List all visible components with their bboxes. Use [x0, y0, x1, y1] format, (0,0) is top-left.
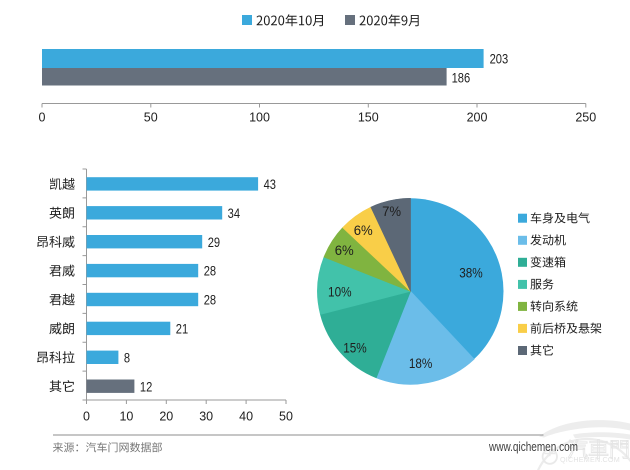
svg-text:150: 150	[358, 111, 379, 125]
svg-text:50: 50	[144, 111, 158, 125]
svg-text:28: 28	[204, 292, 217, 308]
svg-text:7%: 7%	[382, 203, 401, 219]
svg-text:200: 200	[467, 111, 488, 125]
svg-text:www.qichemen.com: www.qichemen.com	[488, 439, 578, 454]
svg-text:40: 40	[239, 410, 253, 424]
svg-text:186: 186	[452, 69, 471, 85]
svg-text:18%: 18%	[409, 355, 433, 371]
svg-text:43: 43	[264, 176, 277, 192]
svg-text:QICHEMEN.COM: QICHEMEN.COM	[560, 455, 620, 464]
svg-text:30: 30	[199, 410, 213, 424]
svg-text:21: 21	[176, 321, 189, 337]
svg-text:6%: 6%	[335, 242, 354, 258]
svg-text:10%: 10%	[328, 283, 352, 299]
svg-text:20: 20	[159, 410, 173, 424]
svg-text:12: 12	[140, 378, 153, 394]
svg-text:0: 0	[83, 410, 90, 424]
svg-text:34: 34	[228, 205, 241, 221]
svg-text:8: 8	[124, 349, 130, 365]
svg-text:50: 50	[279, 410, 293, 424]
svg-text:38%: 38%	[459, 265, 483, 281]
svg-text:10: 10	[119, 410, 133, 424]
svg-text:100: 100	[249, 111, 270, 125]
svg-text:28: 28	[204, 263, 217, 279]
svg-text:15%: 15%	[343, 340, 367, 356]
svg-text:203: 203	[490, 50, 509, 66]
svg-text:250: 250	[575, 111, 596, 125]
svg-text:29: 29	[208, 234, 221, 250]
svg-text:0: 0	[39, 111, 46, 125]
svg-text:6%: 6%	[354, 222, 373, 238]
